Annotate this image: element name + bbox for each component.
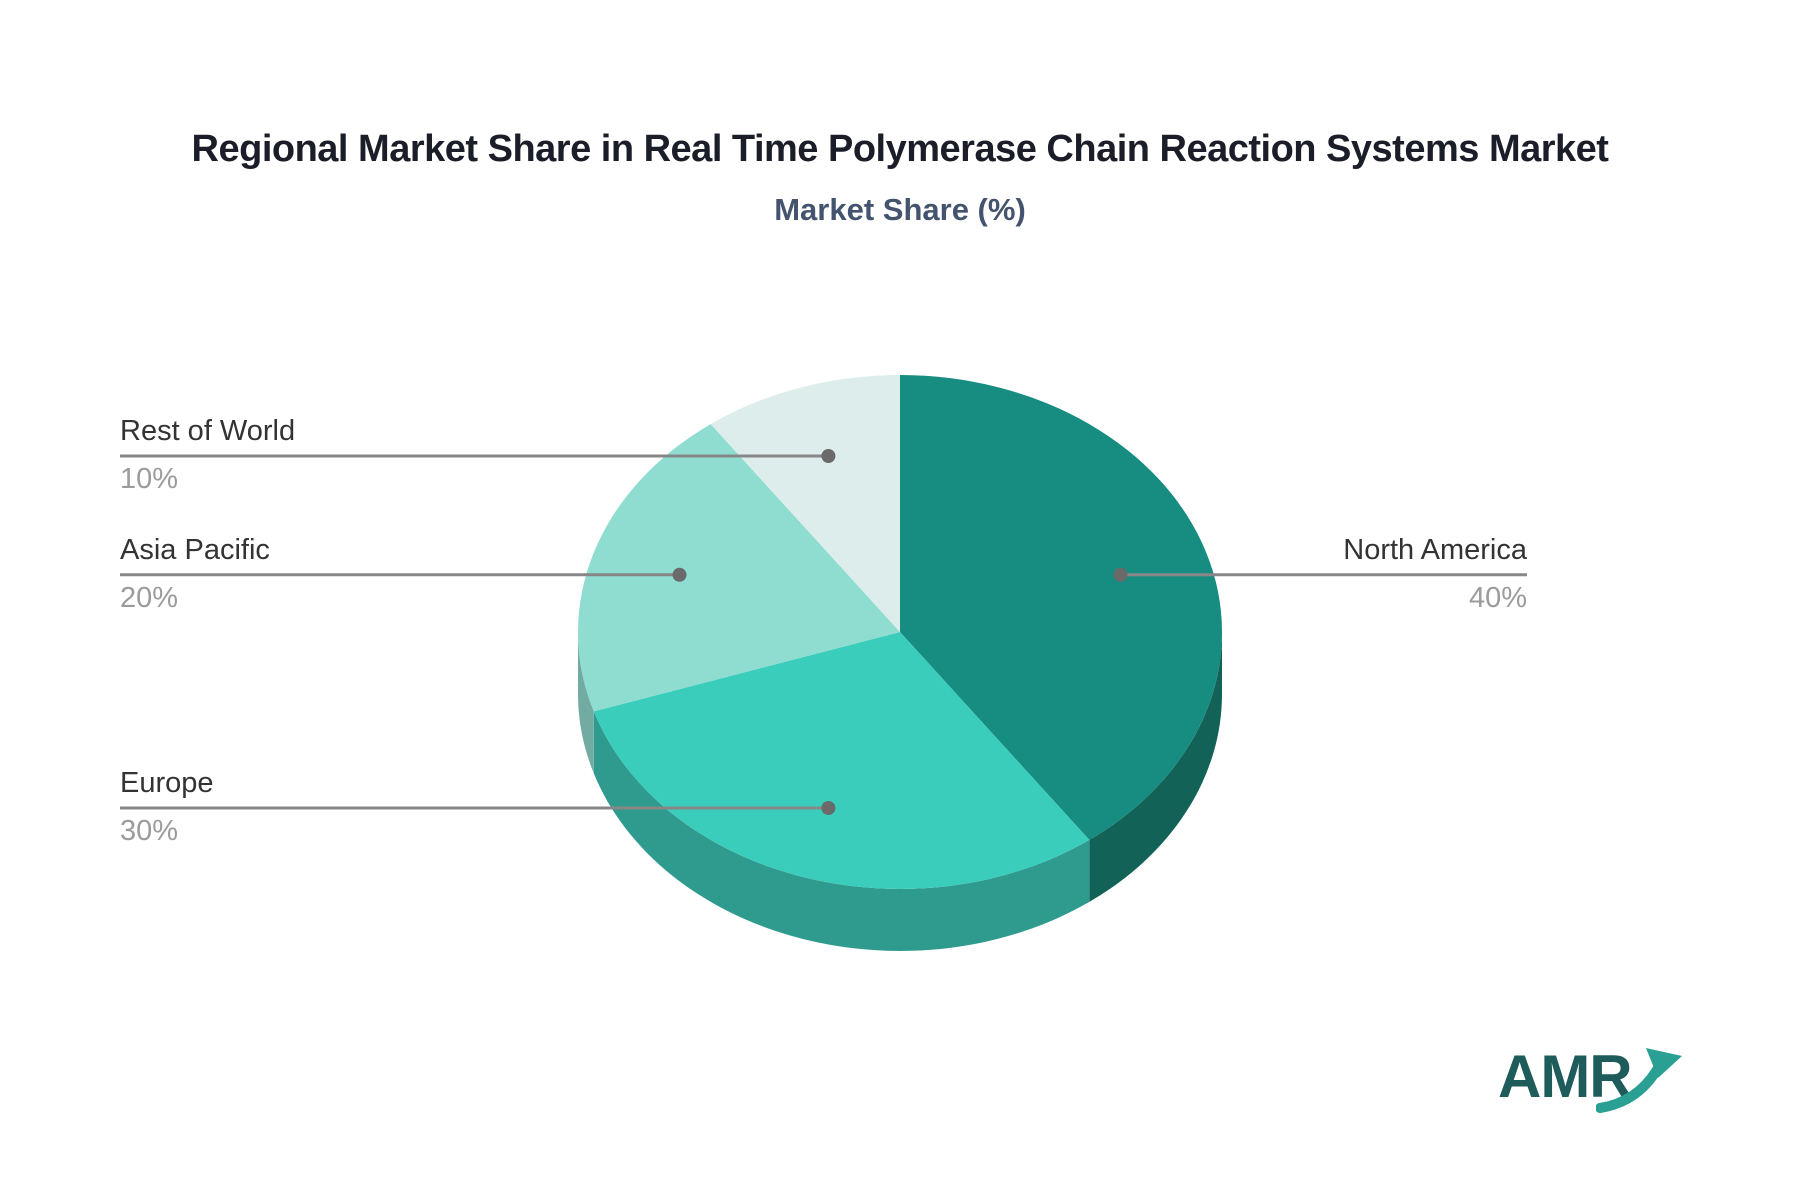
pie-slice-side-europe bbox=[593, 711, 1090, 951]
slice-name: Rest of World bbox=[120, 415, 296, 447]
pie-slice-europe[interactable] bbox=[593, 632, 1090, 889]
slice-name: North America bbox=[1343, 533, 1527, 566]
amr-logo-text: AMR bbox=[1498, 1043, 1633, 1110]
slice-value: 20% bbox=[120, 581, 179, 614]
pie-slice-north-america[interactable] bbox=[900, 375, 1223, 840]
pie-slice-asia-pacific[interactable] bbox=[578, 424, 900, 712]
amr-logo: AMR bbox=[1498, 1044, 1698, 1124]
pie-slice-side-asia-pacific bbox=[578, 632, 594, 774]
slice-value: 10% bbox=[120, 463, 179, 495]
chart-subtitle: Market Share (%) bbox=[774, 192, 1026, 227]
pie-slices bbox=[578, 375, 1223, 889]
slice-value: 30% bbox=[120, 815, 179, 847]
leader-dot-europe bbox=[821, 801, 836, 815]
slice-name: Asia Pacific bbox=[120, 533, 270, 566]
leader-dot-rest-of-world bbox=[821, 449, 836, 463]
leader-lines bbox=[120, 449, 1527, 815]
pie-3d-sides bbox=[578, 632, 1222, 951]
pie-slice-rest-of-world[interactable] bbox=[710, 375, 900, 632]
slice-label-rest-of-world: Rest of World 10% bbox=[120, 414, 580, 496]
pie-slice-side-north-america bbox=[1089, 632, 1222, 902]
leader-dot-north-america bbox=[1113, 567, 1128, 582]
slice-label-asia-pacific: Asia Pacific 20% bbox=[120, 533, 580, 615]
slice-value: 40% bbox=[1468, 581, 1527, 614]
slice-name: Europe bbox=[120, 767, 214, 799]
chart-title: Regional Market Share in Real Time Polym… bbox=[191, 128, 1609, 170]
slice-label-north-america: North America 40% bbox=[1067, 533, 1527, 615]
amr-logo-arrow-icon bbox=[1596, 1048, 1682, 1113]
slice-label-europe: Europe 30% bbox=[120, 766, 580, 848]
leader-dot-asia-pacific bbox=[672, 567, 687, 582]
